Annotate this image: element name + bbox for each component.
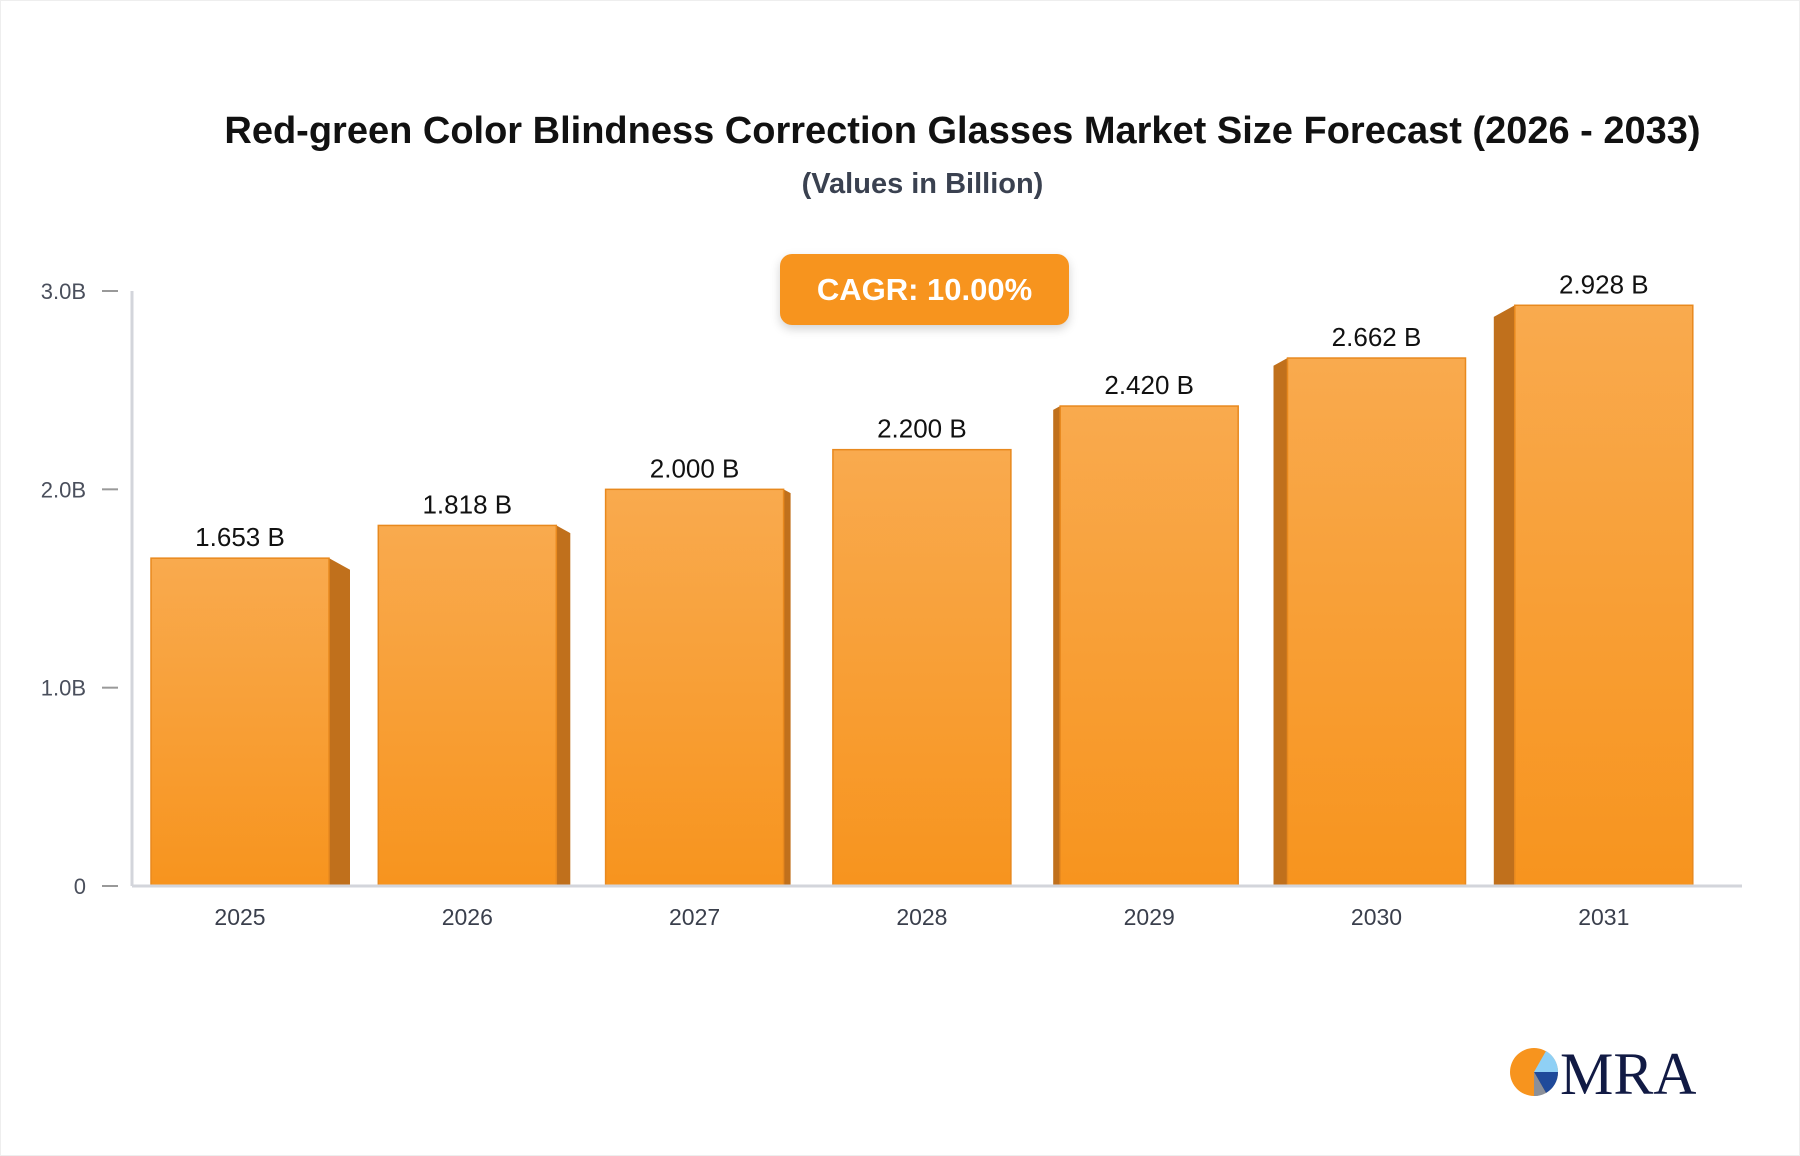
bar xyxy=(150,557,330,887)
x-tick-label: 2030 xyxy=(1351,904,1402,930)
x-tick-label: 2026 xyxy=(442,904,493,930)
bar xyxy=(832,448,1012,887)
x-tick-label: 2031 xyxy=(1578,904,1629,930)
data-label: 2.662 B xyxy=(1332,322,1422,352)
bar-side xyxy=(1053,406,1061,886)
chart-subtitle: (Values in Billion) xyxy=(801,168,1044,200)
bar xyxy=(1059,405,1239,887)
x-tick-label: 2027 xyxy=(669,904,720,930)
data-label: 2.200 B xyxy=(877,414,967,444)
data-label: 2.000 B xyxy=(650,453,740,483)
x-tick-label: 2029 xyxy=(1124,904,1175,930)
bar-side xyxy=(1493,305,1515,886)
chart-title: Red-green Color Blindness Correction Gla… xyxy=(224,110,1701,152)
cagr-badge: CAGR: 10.00% xyxy=(780,254,1069,325)
y-tick-label: 0 xyxy=(74,874,86,899)
bar xyxy=(377,524,558,887)
bar-side xyxy=(329,558,350,886)
data-label: 2.928 B xyxy=(1559,269,1649,299)
mra-logo: MRA xyxy=(1510,1041,1696,1100)
y-tick-label: 2.0B xyxy=(41,477,86,502)
bar-side xyxy=(1273,358,1288,887)
data-label: 2.420 B xyxy=(1104,370,1194,400)
data-label: 1.653 B xyxy=(195,522,285,552)
bar-side xyxy=(556,525,571,886)
logo-text: MRA xyxy=(1560,1041,1696,1100)
bar-side xyxy=(783,489,791,886)
x-tick-label: 2028 xyxy=(896,904,947,930)
data-label: 1.818 B xyxy=(422,489,512,519)
y-tick-label: 3.0B xyxy=(41,279,86,304)
x-tick-label: 2025 xyxy=(214,904,265,930)
y-tick-label: 1.0B xyxy=(41,676,86,701)
bar xyxy=(1514,304,1694,887)
bar xyxy=(604,488,785,887)
bar xyxy=(1286,357,1467,887)
